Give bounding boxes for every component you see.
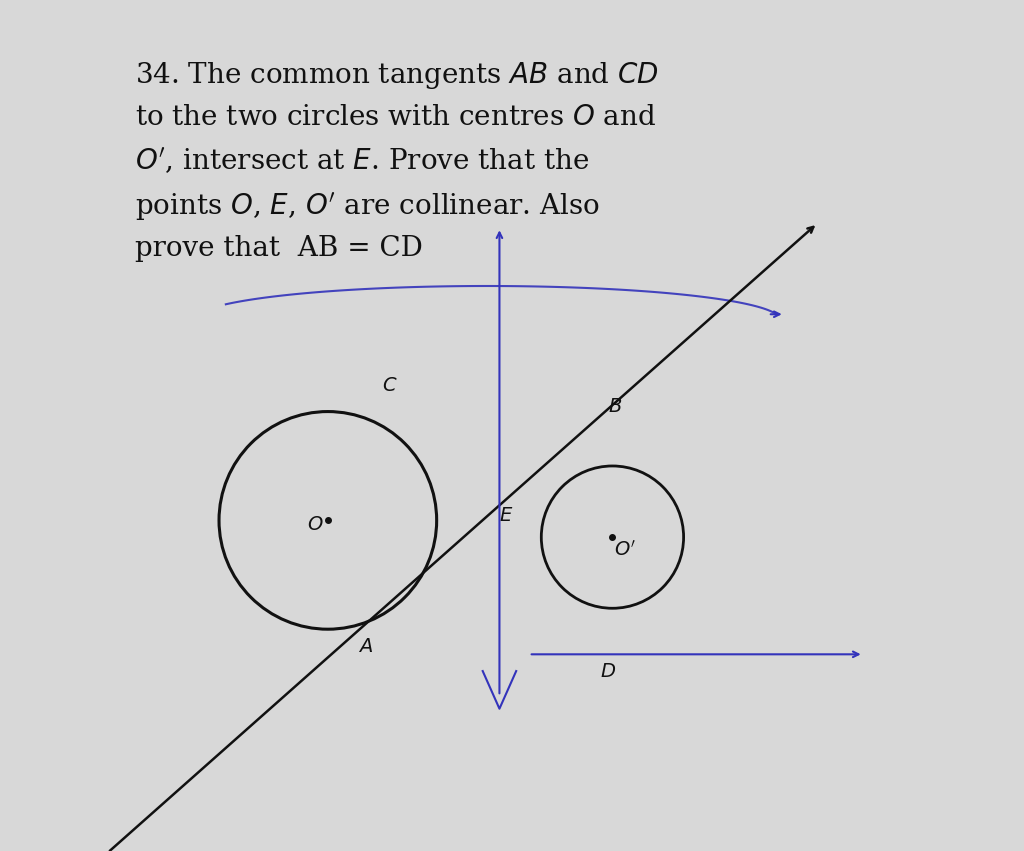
Text: 34. The common tangents $AB$ and $CD$
to the two circles with centres $O$ and
$O: 34. The common tangents $AB$ and $CD$ to… [135,60,659,262]
Text: $D$: $D$ [600,663,616,681]
Text: $A$: $A$ [358,637,373,655]
Text: $B$: $B$ [608,397,623,416]
Text: $O'$: $O'$ [614,540,636,560]
Text: $C$: $C$ [382,377,397,395]
Text: $O$: $O$ [307,516,324,534]
Text: $E$: $E$ [500,506,514,524]
